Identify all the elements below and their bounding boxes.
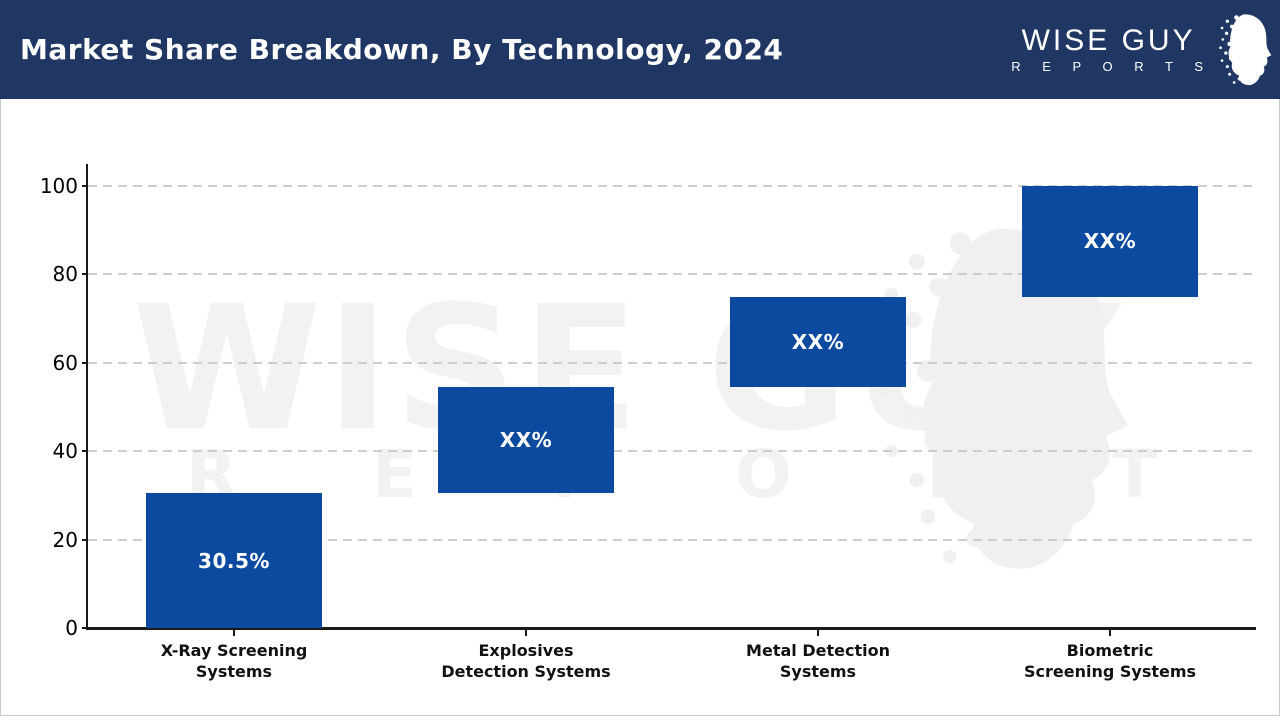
y-tick-80 xyxy=(82,273,88,276)
x-tick-1 xyxy=(233,630,235,636)
y-tick-label-20: 20 xyxy=(52,527,78,552)
y-tick-20 xyxy=(82,538,88,541)
page-title: Market Share Breakdown, By Technology, 2… xyxy=(20,33,784,66)
wise-guy-logo: WISE GUY R E P O R T S xyxy=(1005,8,1272,92)
grid-line-40 xyxy=(88,450,1256,453)
logo-name: WISE GUY xyxy=(1021,24,1196,57)
header-bar: Market Share Breakdown, By Technology, 2… xyxy=(0,0,1280,99)
bar-4: XX% xyxy=(1022,186,1198,297)
y-tick-60 xyxy=(82,361,88,364)
watermark-tagline: R E P O R T S xyxy=(186,436,1280,513)
y-tick-label-80: 80 xyxy=(52,262,78,287)
y-tick-label-0: 0 xyxy=(65,616,78,640)
x-category-label-3: Metal Detection Systems xyxy=(746,641,890,681)
y-tick-label-60: 60 xyxy=(52,350,78,375)
y-tick-40 xyxy=(82,450,88,453)
x-category-label-2: Explosives Detection Systems xyxy=(441,641,611,681)
bar-3: XX% xyxy=(730,296,906,388)
x-tick-2 xyxy=(525,630,527,636)
y-tick-label-40: 40 xyxy=(52,439,78,464)
x-category-label-4: Biometric Screening Systems xyxy=(1023,641,1197,681)
grid-line-20 xyxy=(88,538,1256,541)
bar-value-label: 30.5% xyxy=(198,548,270,573)
bar-1: 30.5% xyxy=(146,493,322,628)
logo-head-icon xyxy=(1216,11,1272,89)
y-tick-100 xyxy=(82,185,88,188)
bar-value-label: XX% xyxy=(791,329,845,354)
grid-line-100 xyxy=(88,185,1256,188)
watermark-text: WISE GUY xyxy=(132,268,1125,469)
grid-line-80 xyxy=(88,273,1256,276)
y-tick-0 xyxy=(82,627,88,629)
x-category-label-1: X-Ray Screening Systems xyxy=(160,641,308,681)
x-tick-3 xyxy=(817,630,819,636)
logo-text: WISE GUY R E P O R T S xyxy=(1005,25,1212,75)
bar-2: XX% xyxy=(438,387,614,494)
bar-value-label: XX% xyxy=(1083,229,1137,254)
grid-line-60 xyxy=(88,361,1256,364)
bar-value-label: XX% xyxy=(499,428,553,453)
x-axis-line xyxy=(86,627,1256,630)
x-tick-4 xyxy=(1109,630,1111,636)
logo-tagline: R E P O R T S xyxy=(1011,59,1212,74)
y-axis-line xyxy=(86,164,88,630)
y-tick-label-100: 100 xyxy=(39,174,78,199)
